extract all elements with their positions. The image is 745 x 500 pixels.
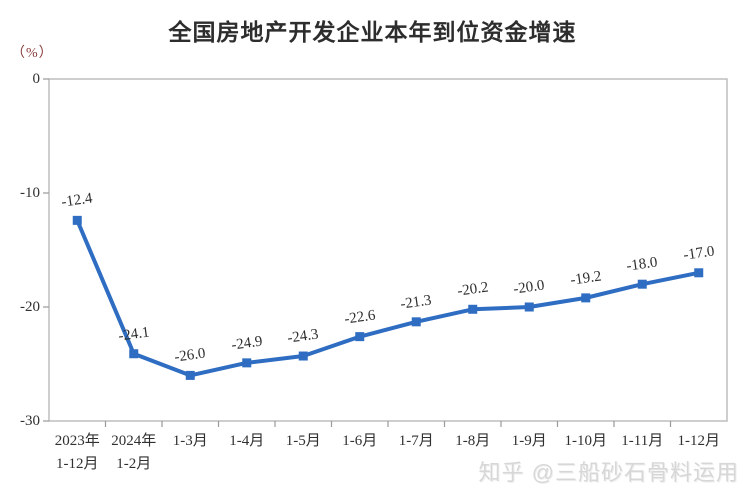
x-tick-label-line: 1-11月: [621, 433, 664, 449]
x-tick-label-line: 1-6月: [342, 433, 378, 449]
plot-border: [48, 78, 728, 422]
y-tick-label: -10: [20, 185, 40, 201]
y-axis-labels: 0 -10 -20 -30: [0, 0, 40, 500]
x-tick-label: 1-7月: [376, 430, 456, 453]
x-tick-label-line: 1-2月: [116, 456, 152, 472]
x-tick-label-line: 1-10月: [564, 433, 608, 449]
data-point-marker: [129, 349, 139, 359]
data-point-marker: [468, 304, 478, 314]
x-tick-label: 1-3月: [150, 430, 230, 453]
x-tick-label: 1-10月: [546, 430, 626, 453]
x-tick-label: 1-8月: [433, 430, 513, 453]
y-tick-label: 0: [32, 71, 41, 87]
data-point-marker: [185, 370, 195, 380]
watermark: 知乎 @三船砂石骨料运用: [478, 460, 739, 485]
data-point-marker: [637, 279, 647, 289]
x-tick-label-line: 1-9月: [511, 433, 547, 449]
data-point-marker: [524, 302, 534, 312]
data-point-marker: [242, 358, 252, 368]
data-point-marker: [694, 268, 704, 278]
data-point-marker: [298, 351, 308, 361]
x-tick-label: 2023年 1-12月: [37, 430, 117, 476]
data-point-marker: [581, 293, 591, 303]
x-tick-label-line: 2024年: [111, 433, 157, 449]
y-tick-label: -30: [20, 413, 40, 429]
x-tick-label-line: 1-8月: [455, 433, 491, 449]
y-tick-label: -20: [20, 299, 40, 315]
data-point-marker: [411, 317, 421, 327]
x-tick-label-line: 2023年: [54, 433, 100, 449]
data-line: [75, 218, 701, 378]
data-point-marker: [355, 332, 365, 342]
x-tick-label: 2024年 1-2月: [94, 430, 174, 476]
x-tick-label-line: 1-3月: [172, 433, 208, 449]
x-tick-label: 1-12月: [659, 430, 739, 453]
y-axis-unit-label: （%）: [11, 46, 54, 61]
x-tick-label: 1-5月: [263, 430, 343, 453]
x-tick-label-line: 1-12月: [56, 456, 99, 472]
x-tick-label-line: 1-5月: [285, 433, 321, 449]
data-point-marker: [72, 215, 82, 225]
x-tick-label-line: 1-12月: [677, 433, 721, 449]
x-tick-label: 1-6月: [320, 430, 400, 453]
x-tick-label: 1-9月: [489, 430, 569, 453]
x-tick-label-line: 1-4月: [229, 433, 265, 449]
x-tick-label: 1-4月: [207, 430, 287, 453]
chart-title: 全国房地产开发企业本年到位资金增速: [168, 19, 577, 45]
x-tick-label-line: 1-7月: [398, 433, 434, 449]
x-tick-label: 1-11月: [602, 430, 682, 453]
